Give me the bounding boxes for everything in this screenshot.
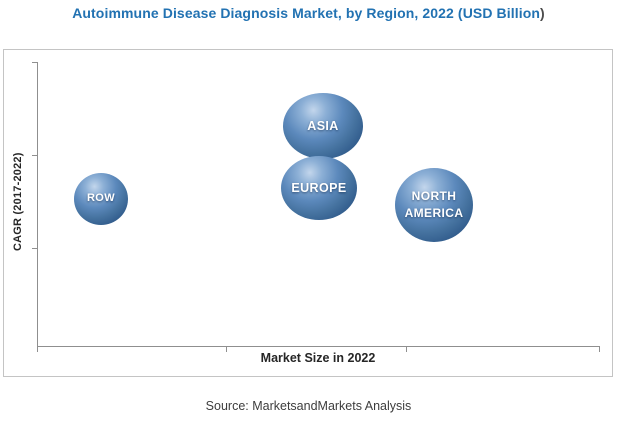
x-axis-label: Market Size in 2022 xyxy=(260,351,376,365)
source-attribution: Source: MarketsandMarkets Analysis xyxy=(205,399,412,413)
chart-title: Autoimmune Disease Diagnosis Market, by … xyxy=(0,5,617,21)
x-axis-tick xyxy=(37,347,38,352)
bubble-asia: ASIA xyxy=(283,93,363,159)
bubble-label: NORTH xyxy=(411,188,457,203)
bubble-label: ASIA xyxy=(307,118,339,133)
bubble-north-america: NORTH AMERICA xyxy=(395,168,473,242)
y-axis-label: CAGR (2017-2022) xyxy=(12,152,24,252)
x-axis-tick xyxy=(599,347,600,352)
bubble-row: ROW xyxy=(74,173,128,225)
y-axis-tick xyxy=(32,155,37,156)
bubble-europe: EUROPE xyxy=(281,156,357,220)
bubble-label: EUROPE xyxy=(291,180,347,195)
x-axis-tick xyxy=(406,347,407,352)
plot-area-frame: CAGR (2017-2022) Market Size in 2022 ROW… xyxy=(3,49,613,377)
x-axis-tick xyxy=(226,347,227,352)
bubble-label: ROW xyxy=(86,192,116,205)
x-axis-line xyxy=(37,346,600,347)
bubble-label: AMERICA xyxy=(404,206,464,220)
y-axis-line xyxy=(37,62,38,347)
chart-title-paren: ) xyxy=(540,5,545,21)
y-axis-tick xyxy=(32,248,37,249)
chart-title-text: Autoimmune Disease Diagnosis Market, by … xyxy=(72,5,541,21)
y-axis-tick xyxy=(32,62,37,63)
